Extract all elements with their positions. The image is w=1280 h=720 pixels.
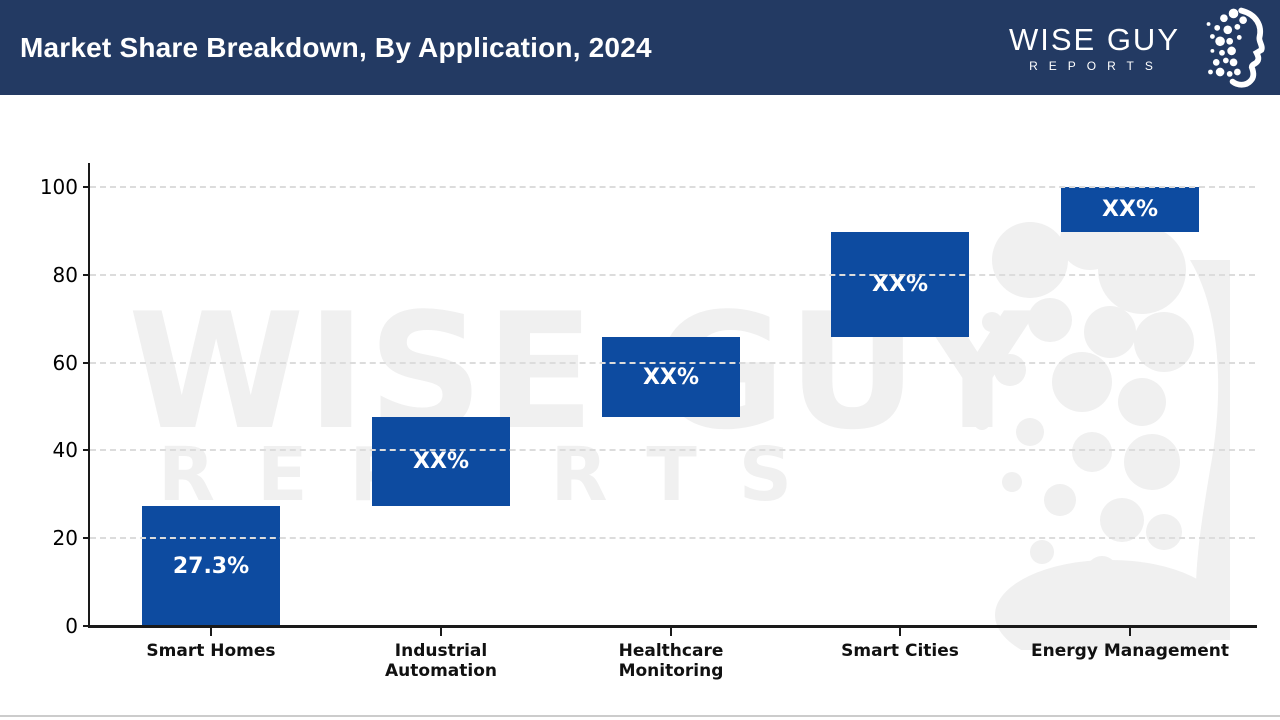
y-axis-tick	[83, 625, 90, 627]
x-axis-tick	[440, 628, 442, 636]
y-axis-tick-label: 60	[52, 350, 78, 375]
waterfall-bar-segment: XX%	[372, 417, 510, 507]
y-axis-tick-label: 20	[52, 526, 78, 551]
bar-value-label: 27.3%	[172, 553, 250, 579]
y-axis-tick	[83, 273, 90, 276]
x-axis-tick	[899, 628, 901, 636]
x-axis-category-label-line: Healthcare	[618, 641, 724, 661]
x-axis-category-label-line: Monitoring	[618, 661, 724, 681]
x-axis-category-label-line: Automation	[385, 661, 497, 681]
waterfall-bar-segment: XX%	[602, 337, 740, 418]
waterfall-bar-segment: XX%	[1061, 187, 1199, 232]
y-axis-tick	[83, 537, 90, 540]
brand-logo-text: WISE GUY REPORTS	[1009, 22, 1180, 73]
x-axis-category-label-line: Smart Homes	[146, 641, 276, 661]
y-axis-tick	[83, 361, 90, 364]
x-axis-category-label: Energy Management	[1010, 641, 1250, 661]
y-gridline	[90, 186, 1255, 188]
y-gridline	[90, 361, 1255, 364]
x-axis-category-label-line: Industrial	[394, 641, 488, 661]
x-axis-category-label-line: Energy Management	[1031, 641, 1229, 661]
y-axis-tick-label: 0	[65, 614, 78, 638]
bar-value-label: XX%	[413, 449, 469, 475]
x-axis-line	[88, 625, 1257, 628]
y-gridline	[90, 273, 1255, 276]
waterfall-bar-segment: 27.3%	[142, 506, 280, 626]
x-axis-category-label: Industrial Automation	[321, 641, 561, 681]
bar-value-label: XX%	[1102, 196, 1158, 222]
y-axis-tick	[83, 449, 90, 452]
brand-face-icon	[1206, 7, 1265, 88]
header-banner: Market Share Breakdown, By Application, …	[0, 0, 1280, 95]
x-axis-category-label: Healthcare Monitoring	[551, 641, 791, 681]
bar-value-label: XX%	[643, 364, 699, 390]
y-gridline	[90, 449, 1255, 452]
y-axis-tick-label: 80	[52, 262, 78, 287]
y-axis-tick-label: 40	[52, 438, 78, 463]
y-axis-tick	[83, 186, 90, 188]
x-axis-tick	[670, 628, 672, 636]
bottom-border	[0, 715, 1280, 717]
brand-subtitle: REPORTS	[1029, 59, 1164, 73]
y-axis-tick-label: 100	[39, 175, 78, 199]
y-gridline	[90, 537, 1255, 540]
y-axis-line	[88, 163, 90, 626]
brand-name: WISE GUY	[1008, 22, 1180, 57]
x-axis-tick	[1129, 628, 1131, 636]
x-axis-tick	[210, 628, 212, 636]
x-axis-category-label-line: Smart Cities	[841, 641, 959, 661]
waterfall-bar-segment: XX%	[831, 231, 969, 338]
bar-value-label: XX%	[872, 271, 928, 297]
x-axis-category-label: Smart Cities	[780, 641, 1020, 661]
brand-logo: WISE GUY REPORTS	[1009, 0, 1270, 95]
x-axis-category-label: Smart Homes	[91, 641, 331, 661]
page-title: Market Share Breakdown, By Application, …	[20, 31, 652, 63]
